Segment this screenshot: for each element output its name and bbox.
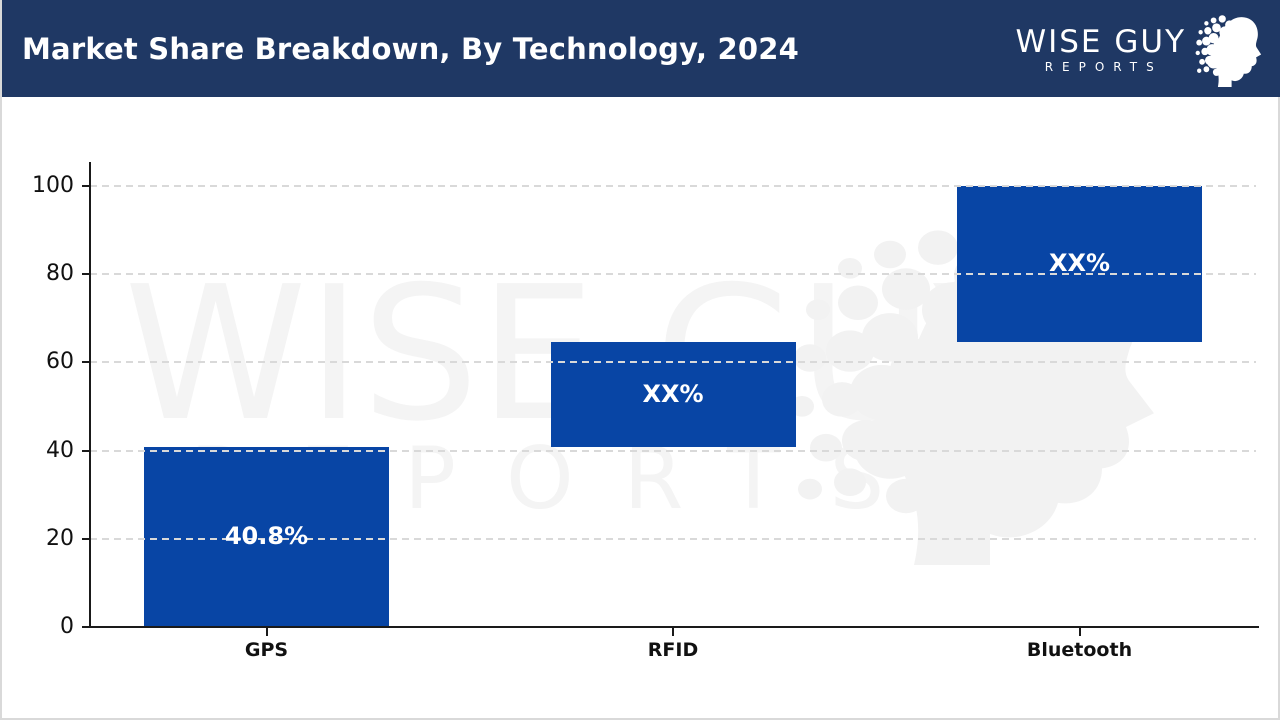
- y-tick-label-40: 40: [46, 437, 74, 463]
- gridline-40: [90, 449, 1256, 452]
- y-axis-line: [89, 162, 91, 628]
- y-tick-label-20: 20: [46, 525, 74, 551]
- y-tick-label-80: 80: [46, 261, 74, 287]
- wiseguy-logo-text: WISE GUY REPORTS: [1015, 26, 1186, 75]
- chart-bar-bluetooth: [957, 186, 1202, 343]
- y-tick-mark-40: [82, 449, 90, 452]
- x-tick-label-gps: GPS: [244, 639, 289, 661]
- gridline-100: [90, 185, 1256, 187]
- header-bar: Market Share Breakdown, By Technology, 2…: [2, 0, 1280, 97]
- y-tick-mark-20: [82, 537, 90, 540]
- y-tick-mark-60: [82, 361, 90, 364]
- x-axis-line: [89, 626, 1259, 628]
- bar-value-label-rfid: XX%: [642, 379, 704, 408]
- y-tick-mark-80: [82, 273, 90, 276]
- gridline-20: [90, 537, 1256, 540]
- y-tick-mark-0: [82, 626, 90, 628]
- page-title: Market Share Breakdown, By Technology, 2…: [22, 31, 800, 66]
- y-tick-label-60: 60: [46, 349, 74, 375]
- chart-bar-gps: [144, 447, 389, 627]
- logo-reports-label: REPORTS: [1044, 60, 1163, 75]
- y-tick-label-0: 0: [60, 614, 74, 639]
- logo-wiseguy-label: WISE GUY: [1015, 23, 1186, 60]
- y-tick-mark-100: [82, 185, 90, 187]
- chart-bar-rfid: [550, 342, 796, 448]
- bar-value-label-bluetooth: XX%: [1048, 249, 1111, 278]
- gridline-80: [90, 273, 1256, 276]
- gridline-60: [90, 361, 1256, 364]
- x-tick-label-rfid: RFID: [647, 639, 699, 661]
- y-tick-label-100: 100: [32, 173, 74, 198]
- wiseguy-face-icon: [1195, 15, 1262, 87]
- x-tick-mark-gps: [265, 628, 268, 636]
- wiseguy-logo: WISE GUY REPORTS: [1015, 10, 1264, 90]
- x-tick-mark-rfid: [672, 628, 674, 636]
- bar-value-label-gps: 40.8%: [224, 522, 309, 551]
- x-tick-label-bluetooth: Bluetooth: [1026, 639, 1133, 661]
- x-tick-mark-bluetooth: [1078, 628, 1081, 636]
